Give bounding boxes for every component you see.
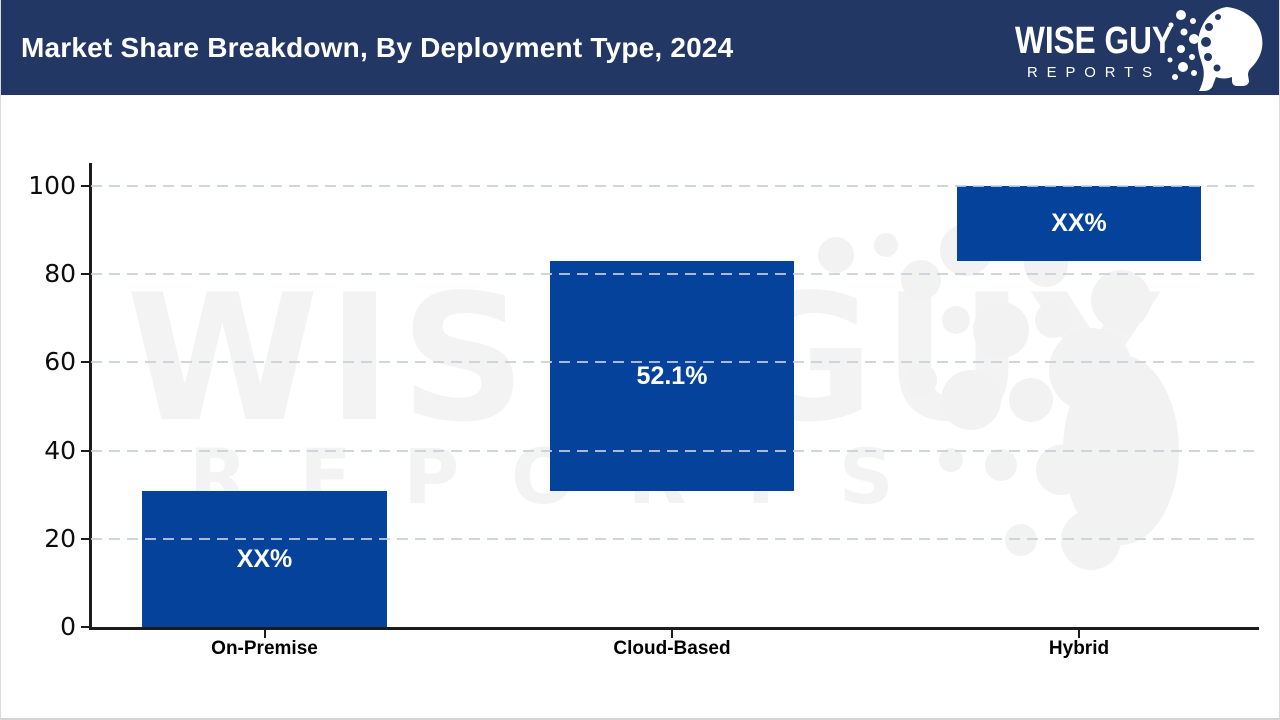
bar-value-label-1: XX% xyxy=(236,544,293,573)
wise-guy-logo-graphic: WISE GUY REPORTS xyxy=(1015,7,1263,91)
logo-line2: REPORTS xyxy=(1027,64,1161,81)
bar-value-label-2: 52.1% xyxy=(636,361,708,390)
x-tick-3 xyxy=(1078,630,1080,638)
y-tick-label-40: 40 xyxy=(44,435,76,465)
y-tick-80 xyxy=(81,273,90,276)
bar-cloud-based xyxy=(550,260,794,491)
x-category-label-2: Cloud-Based xyxy=(613,638,731,659)
x-category-label-3: Hybrid xyxy=(1048,638,1110,659)
gridline-20 xyxy=(91,537,1254,540)
gridline-60 xyxy=(91,361,1254,364)
x-tick-1 xyxy=(263,630,266,638)
gridline-100 xyxy=(91,185,1254,187)
y-tick-label-100: 100 xyxy=(28,171,76,200)
x-category-label-1: On-Premise xyxy=(211,638,318,659)
header: Market Share Breakdown, By Deployment Ty… xyxy=(1,0,1279,95)
wise-guy-logo: WISE GUY REPORTS xyxy=(1013,5,1269,91)
y-tick-20 xyxy=(81,537,90,540)
chart-title: Market Share Breakdown, By Deployment Ty… xyxy=(21,31,734,63)
gridline-40 xyxy=(91,449,1254,452)
y-tick-40 xyxy=(81,449,90,452)
y-axis-spine xyxy=(89,163,92,628)
y-tick-60 xyxy=(81,361,90,364)
y-tick-label-60: 60 xyxy=(44,347,76,377)
gridline-80 xyxy=(91,273,1254,276)
bar-value-label-3: XX% xyxy=(1051,209,1107,238)
x-tick-2 xyxy=(671,630,673,638)
bar-on-premise xyxy=(142,490,387,627)
y-tick-label-20: 20 xyxy=(44,523,76,553)
y-tick-100 xyxy=(81,185,90,187)
logo-line1: WISE GUY xyxy=(1015,20,1173,62)
y-tick-label-80: 80 xyxy=(44,259,76,289)
x-axis-spine xyxy=(89,627,1259,630)
logo-face-icon xyxy=(1197,7,1263,91)
y-tick-label-0: 0 xyxy=(60,612,76,641)
y-tick-0 xyxy=(81,626,90,628)
